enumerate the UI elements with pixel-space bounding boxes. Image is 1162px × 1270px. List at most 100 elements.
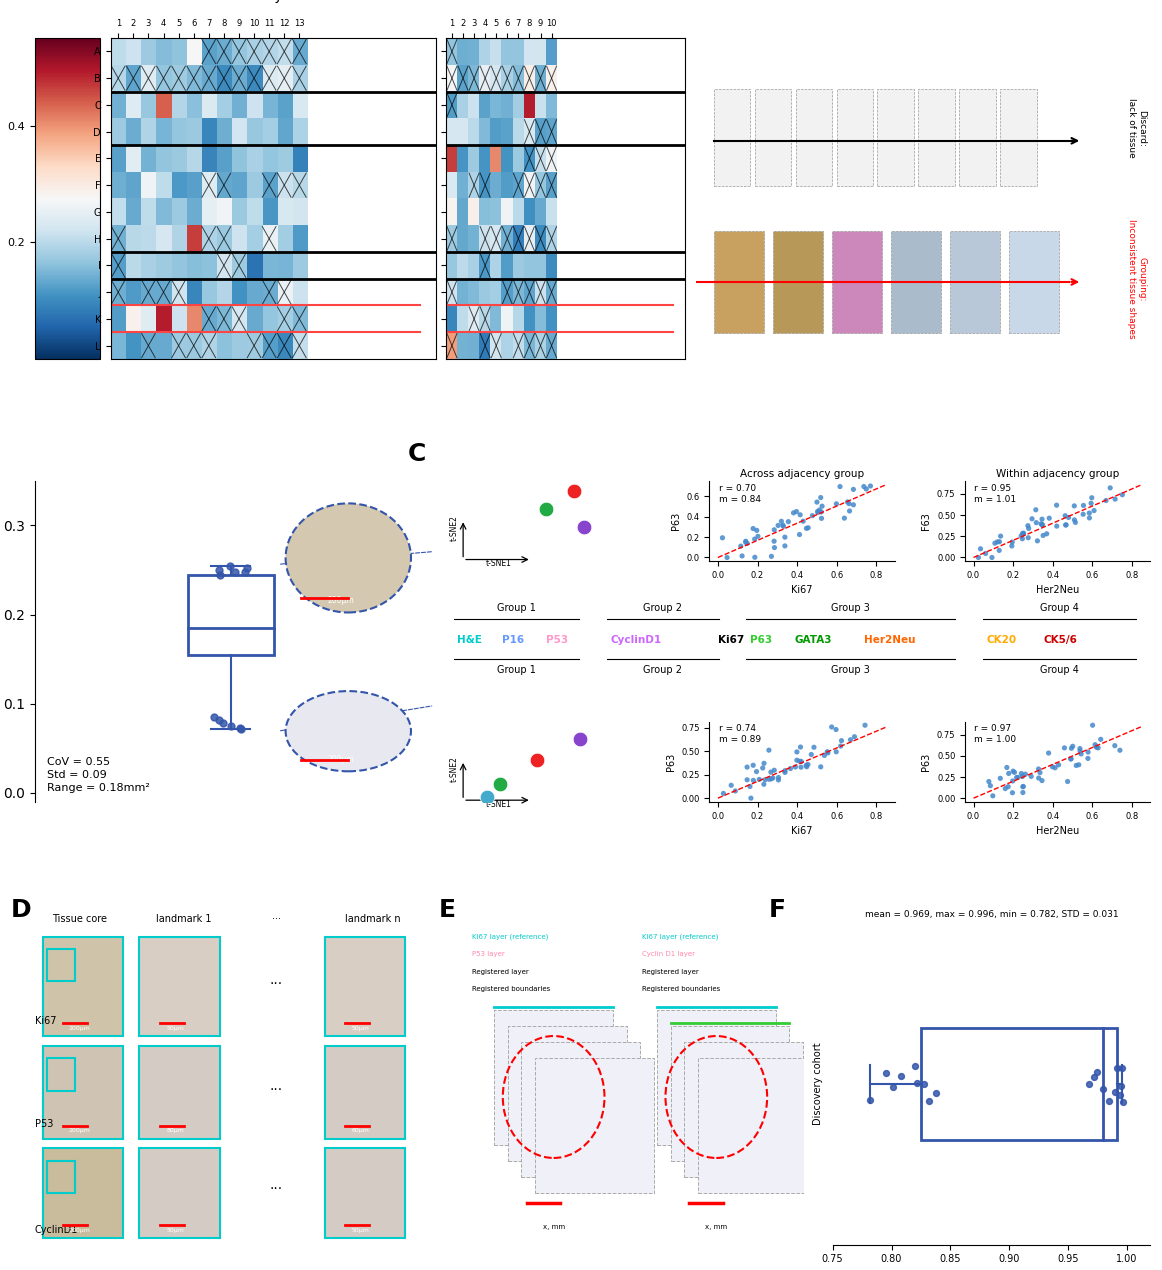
Point [760,770,779,790]
Point [791,757,810,777]
X-axis label: Her2Neu: Her2Neu [1037,585,1079,596]
Point [1046,758,1064,779]
Point [1071,744,1090,765]
FancyBboxPatch shape [1000,89,1037,185]
Point [565,480,583,500]
Point [790,751,809,771]
Point [537,499,555,519]
Point [983,547,1002,568]
Point [812,497,831,517]
Point [1111,740,1129,761]
Text: t-SNE2: t-SNE2 [450,756,458,782]
Y-axis label: P63: P63 [921,753,932,771]
Point [811,488,830,508]
Point [1033,771,1052,791]
Text: Group 1: Group 1 [497,665,536,676]
Point [812,508,831,528]
Point [1026,499,1045,519]
Text: 200μm: 200μm [327,754,354,763]
FancyBboxPatch shape [697,1058,816,1194]
Ellipse shape [286,691,411,771]
Point [908,1073,926,1093]
FancyBboxPatch shape [832,231,882,333]
Point [891,1066,910,1086]
FancyBboxPatch shape [43,1045,123,1139]
Text: Group 3: Group 3 [832,665,870,676]
Text: r = 0.74: r = 0.74 [719,724,755,733]
FancyBboxPatch shape [713,89,751,185]
FancyBboxPatch shape [951,231,1000,333]
FancyBboxPatch shape [684,1043,803,1177]
Point [905,1055,924,1076]
Text: Group 4: Group 4 [1040,665,1079,676]
Point [1056,505,1075,526]
Point [1034,526,1053,546]
Point [1085,500,1104,521]
Point [1047,516,1066,536]
Point [1003,536,1021,556]
Text: m = 0.89: m = 0.89 [719,735,761,744]
Point [1055,738,1074,758]
Text: 200μm: 200μm [327,596,354,605]
Point [1079,1074,1098,1095]
Y-axis label: P63: P63 [666,753,676,771]
Point [490,773,509,794]
FancyBboxPatch shape [773,231,823,333]
Text: Ki67: Ki67 [35,1016,57,1026]
Point [985,533,1004,554]
Point [1074,504,1092,525]
Point [225,561,244,582]
Bar [921,1027,1118,1140]
Text: m = 1.01: m = 1.01 [975,495,1017,504]
Point [1083,715,1102,735]
FancyBboxPatch shape [494,1011,612,1146]
Text: m = 0.84: m = 0.84 [719,495,761,504]
Point [737,532,755,552]
Point [988,532,1006,552]
Text: m = 1.00: m = 1.00 [975,735,1017,744]
Point [1030,768,1048,789]
Point [713,527,732,547]
Text: CoV = 0.55: CoV = 0.55 [46,757,109,767]
FancyBboxPatch shape [324,1148,406,1238]
Point [818,743,837,763]
Point [997,757,1016,777]
Text: Ki67 layer (reference): Ki67 layer (reference) [641,933,718,940]
Point [1106,489,1125,509]
FancyBboxPatch shape [670,1026,789,1161]
Text: Registered layer: Registered layer [472,969,529,974]
Text: E: E [438,898,456,922]
Text: GATA3: GATA3 [795,635,832,645]
Point [1081,508,1099,528]
Point [738,533,756,554]
Point [990,540,1009,560]
Text: Ki67: Ki67 [718,635,744,645]
Title: Across adjacency group: Across adjacency group [740,469,865,479]
Point [1100,1091,1119,1111]
Point [927,1083,946,1104]
Text: P16: P16 [502,635,524,645]
Text: r = 0.70: r = 0.70 [719,484,756,493]
Point [798,754,817,775]
Text: CK5/6: CK5/6 [1043,635,1077,645]
Point [774,516,792,536]
Point [823,716,841,737]
FancyBboxPatch shape [43,1148,123,1238]
Text: Registered layer: Registered layer [641,969,698,974]
Point [838,491,856,512]
Text: 200μm: 200μm [69,1228,91,1233]
Point [854,476,873,497]
Point [1113,1058,1132,1078]
Point [769,770,788,790]
Point [1014,776,1033,796]
Point [784,503,803,523]
Point [1067,756,1085,776]
Text: Discard:
lack of tissue: Discard: lack of tissue [1127,98,1147,157]
Point [740,776,759,796]
Point [1021,766,1040,786]
Text: 50μm: 50μm [352,1228,370,1233]
Point [1082,493,1100,513]
Point [775,527,794,547]
Text: t-SNE1: t-SNE1 [486,559,511,568]
Point [792,752,811,772]
